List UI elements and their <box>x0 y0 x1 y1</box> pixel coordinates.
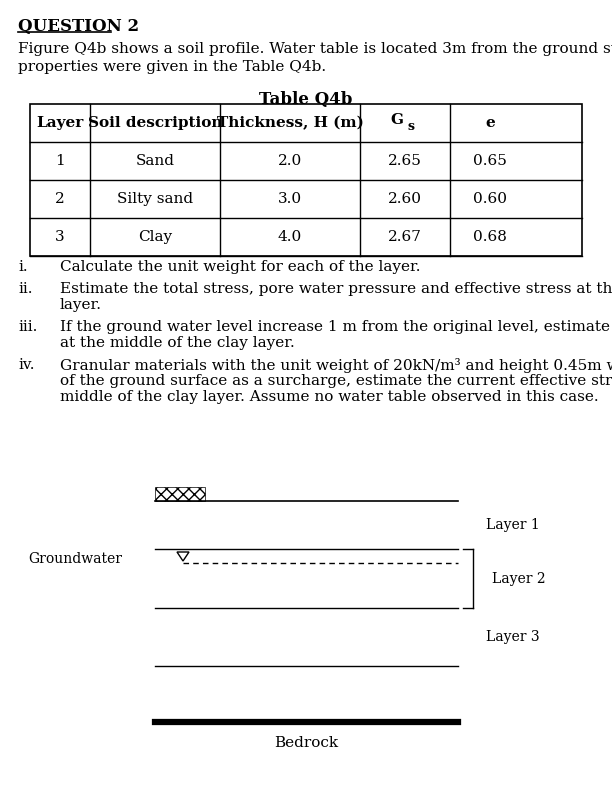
Bar <box>30 104 582 256</box>
Text: properties were given in the Table Q4b.: properties were given in the Table Q4b. <box>18 60 326 74</box>
Text: Layer 3: Layer 3 <box>486 630 540 644</box>
Text: 0.68: 0.68 <box>473 230 507 244</box>
Text: Bedrock: Bedrock <box>274 736 338 750</box>
Text: 0.65: 0.65 <box>473 154 507 168</box>
Text: Layer: Layer <box>36 116 84 130</box>
Text: Layer 1: Layer 1 <box>486 518 540 532</box>
Text: s: s <box>407 121 414 133</box>
Bar <box>155 487 205 501</box>
Text: i.: i. <box>18 260 28 274</box>
Text: Figure Q4b shows a soil profile. Water table is located 3m from the ground surfa: Figure Q4b shows a soil profile. Water t… <box>18 42 612 56</box>
Text: 1: 1 <box>55 154 65 168</box>
Text: G: G <box>390 113 403 127</box>
Text: of the ground surface as a surcharge, estimate the current effective stress gene: of the ground surface as a surcharge, es… <box>60 374 612 388</box>
Text: iv.: iv. <box>18 358 34 372</box>
Text: Groundwater: Groundwater <box>28 552 122 566</box>
Text: 2: 2 <box>55 192 65 206</box>
Text: Sand: Sand <box>135 154 174 168</box>
Text: layer.: layer. <box>60 298 102 312</box>
Text: 3: 3 <box>55 230 65 244</box>
Text: iii.: iii. <box>18 320 37 334</box>
Text: Calculate the unit weight for each of the layer.: Calculate the unit weight for each of th… <box>60 260 420 274</box>
Text: Clay: Clay <box>138 230 172 244</box>
Text: Soil description: Soil description <box>88 116 222 130</box>
Text: Thickness, H (m): Thickness, H (m) <box>217 116 364 130</box>
Text: ii.: ii. <box>18 282 32 296</box>
Text: e: e <box>485 116 495 130</box>
Text: 2.67: 2.67 <box>388 230 422 244</box>
Text: 3.0: 3.0 <box>278 192 302 206</box>
Text: middle of the clay layer. Assume no water table observed in this case.: middle of the clay layer. Assume no wate… <box>60 390 599 404</box>
Text: Silty sand: Silty sand <box>117 192 193 206</box>
Text: 0.60: 0.60 <box>473 192 507 206</box>
Text: Estimate the total stress, pore water pressure and effective stress at the middl: Estimate the total stress, pore water pr… <box>60 282 612 296</box>
Text: 2.60: 2.60 <box>388 192 422 206</box>
Text: QUESTION 2: QUESTION 2 <box>18 18 139 35</box>
Text: Granular materials with the unit weight of 20kN/m³ and height 0.45m were placed : Granular materials with the unit weight … <box>60 358 612 373</box>
Text: If the ground water level increase 1 m from the original level, estimate the eff: If the ground water level increase 1 m f… <box>60 320 612 334</box>
Text: 2.0: 2.0 <box>278 154 302 168</box>
Text: at the middle of the clay layer.: at the middle of the clay layer. <box>60 336 295 350</box>
Text: 4.0: 4.0 <box>278 230 302 244</box>
Text: 2.65: 2.65 <box>388 154 422 168</box>
Text: Table Q4b: Table Q4b <box>259 91 353 108</box>
Text: Layer 2: Layer 2 <box>492 572 546 585</box>
